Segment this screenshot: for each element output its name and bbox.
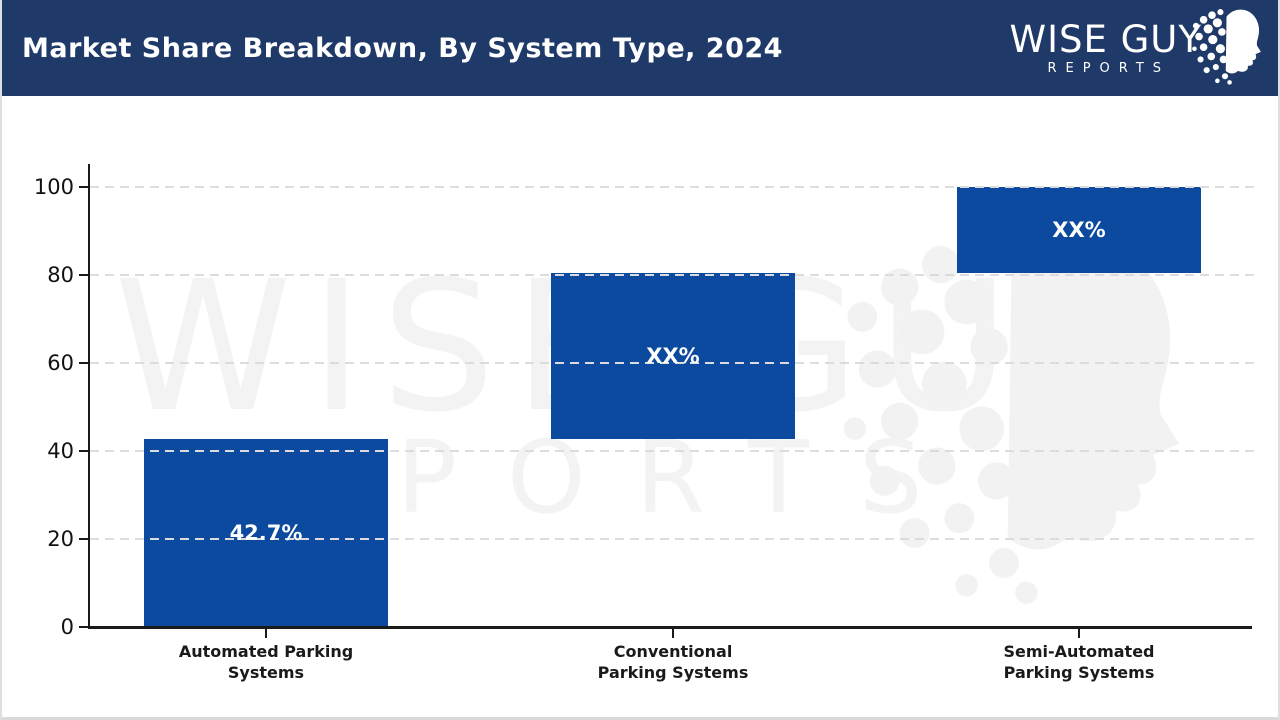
y-tick-label: 40 bbox=[47, 439, 74, 463]
category-label-line: Automated Parking bbox=[178, 642, 354, 661]
category-label-line: Conventional bbox=[613, 642, 733, 661]
brand-logo-text: WISE GUY REPORTS bbox=[1009, 18, 1202, 77]
gridline bbox=[90, 186, 1260, 188]
bar-value-label: XX% bbox=[646, 344, 700, 369]
x-axis bbox=[88, 626, 1252, 629]
y-tick bbox=[79, 626, 88, 628]
brand-logo: WISE GUY REPORTS bbox=[1010, 6, 1264, 90]
brand-name: WISE GUY bbox=[1009, 18, 1202, 61]
y-tick bbox=[79, 362, 88, 364]
category-label-line: Parking Systems bbox=[1003, 663, 1155, 682]
brand-subname: REPORTS bbox=[1047, 61, 1171, 76]
y-tick-label: 20 bbox=[47, 527, 74, 551]
y-tick bbox=[79, 274, 88, 276]
y-tick-label: 60 bbox=[47, 351, 74, 375]
y-tick bbox=[79, 186, 88, 188]
category-label-line: Parking Systems bbox=[597, 663, 749, 682]
gridline bbox=[90, 274, 1260, 276]
x-tick bbox=[1078, 629, 1080, 638]
bar-segment bbox=[144, 439, 388, 627]
gridline bbox=[90, 450, 1260, 452]
y-tick bbox=[79, 538, 88, 540]
report-header: Market Share Breakdown, By System Type, … bbox=[2, 0, 1278, 96]
y-tick-label: 0 bbox=[60, 615, 74, 639]
category-label: Conventional Parking Systems bbox=[513, 641, 833, 683]
y-tick bbox=[79, 450, 88, 452]
gridline bbox=[90, 538, 1260, 540]
category-label-line: Semi-Automated bbox=[1003, 642, 1155, 661]
x-tick bbox=[265, 629, 267, 638]
category-label-line: Systems bbox=[227, 663, 305, 682]
y-tick-label: 80 bbox=[47, 263, 74, 287]
y-axis bbox=[88, 164, 90, 629]
bar-value-label: 42.7% bbox=[229, 521, 303, 546]
category-label: Semi-Automated Parking Systems bbox=[919, 641, 1239, 683]
x-tick bbox=[672, 629, 674, 638]
gridline bbox=[90, 362, 1260, 364]
wiseguy-head-icon bbox=[1192, 9, 1261, 85]
y-tick-label: 100 bbox=[33, 175, 74, 199]
page-title: Market Share Breakdown, By System Type, … bbox=[22, 32, 783, 64]
category-label: Automated Parking Systems bbox=[106, 641, 426, 683]
bar-segment bbox=[551, 273, 795, 440]
bar-value-label: XX% bbox=[1052, 218, 1106, 243]
